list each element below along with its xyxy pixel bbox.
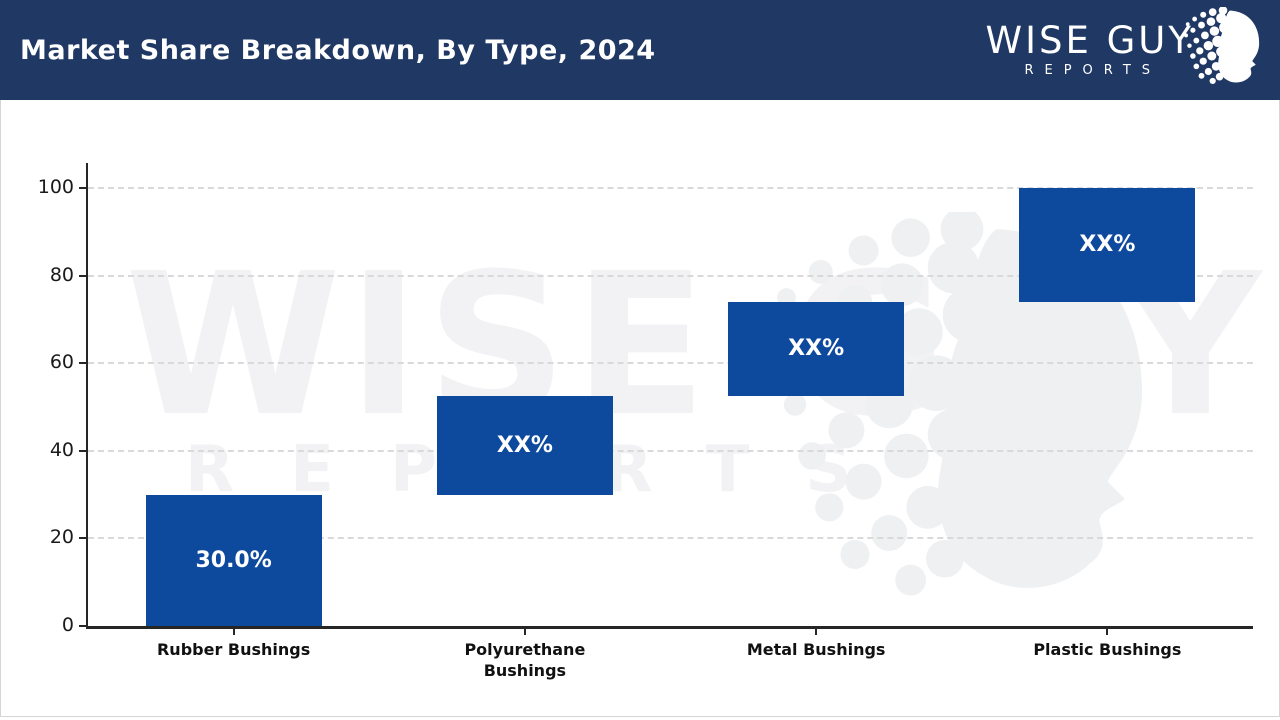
x-tick-mark <box>815 627 818 635</box>
logo-wordmark: WISE GUY <box>985 19 1194 62</box>
logo-subtitle: REPORTS <box>1024 63 1162 78</box>
bar-value-label: 30.0% <box>195 547 272 573</box>
x-tick-mark <box>232 627 235 635</box>
y-tick-label-60: 60 <box>49 351 74 374</box>
y-tick-label-100: 100 <box>37 176 74 198</box>
y-tick-mark-80 <box>79 274 88 277</box>
x-category-label: Metal Bushings <box>746 640 886 659</box>
bar-segment: XX% <box>1019 188 1196 302</box>
x-category-label: Rubber Bushings <box>156 640 311 659</box>
logo-text: WISE GUY REPORTS <box>986 22 1194 78</box>
bar-segment: XX% <box>436 396 613 495</box>
y-tick-mark-60 <box>79 362 88 365</box>
x-tick-mark <box>523 627 526 635</box>
left-edge-line <box>0 100 1 717</box>
gridline-80 <box>88 274 1253 277</box>
bar-value-label: XX% <box>788 336 845 362</box>
bar-segment: 30.0% <box>145 494 322 626</box>
bar-segment: XX% <box>728 301 905 397</box>
x-tick-mark <box>1106 627 1109 635</box>
wise-guy-logo: WISE GUY REPORTS <box>986 7 1266 93</box>
x-category-label: Polyurethane Bushings <box>464 640 586 680</box>
gridline-60 <box>88 362 1253 365</box>
gridline-40 <box>88 449 1253 452</box>
y-tick-label-40: 40 <box>49 438 74 461</box>
page-title: Market Share Breakdown, By Type, 2024 <box>20 34 656 66</box>
y-tick-label-80: 80 <box>49 263 74 286</box>
gridline-100 <box>88 187 1253 189</box>
y-axis-spine <box>86 163 88 628</box>
y-tick-label-0: 0 <box>61 614 74 636</box>
y-tick-mark-0 <box>79 625 88 627</box>
bar-value-label: XX% <box>1079 232 1136 258</box>
bar-value-label: XX% <box>496 432 553 458</box>
y-tick-mark-20 <box>79 537 88 540</box>
bottom-edge-line <box>0 716 1280 717</box>
x-category-label: Plastic Bushings <box>1033 640 1182 659</box>
y-tick-mark-100 <box>79 187 88 189</box>
gridline-20 <box>88 537 1253 540</box>
x-axis-spine <box>86 626 1253 629</box>
header-bar: Market Share Breakdown, By Type, 2024 WI… <box>0 0 1280 100</box>
y-tick-mark-40 <box>79 449 88 452</box>
y-tick-label-20: 20 <box>49 526 74 549</box>
